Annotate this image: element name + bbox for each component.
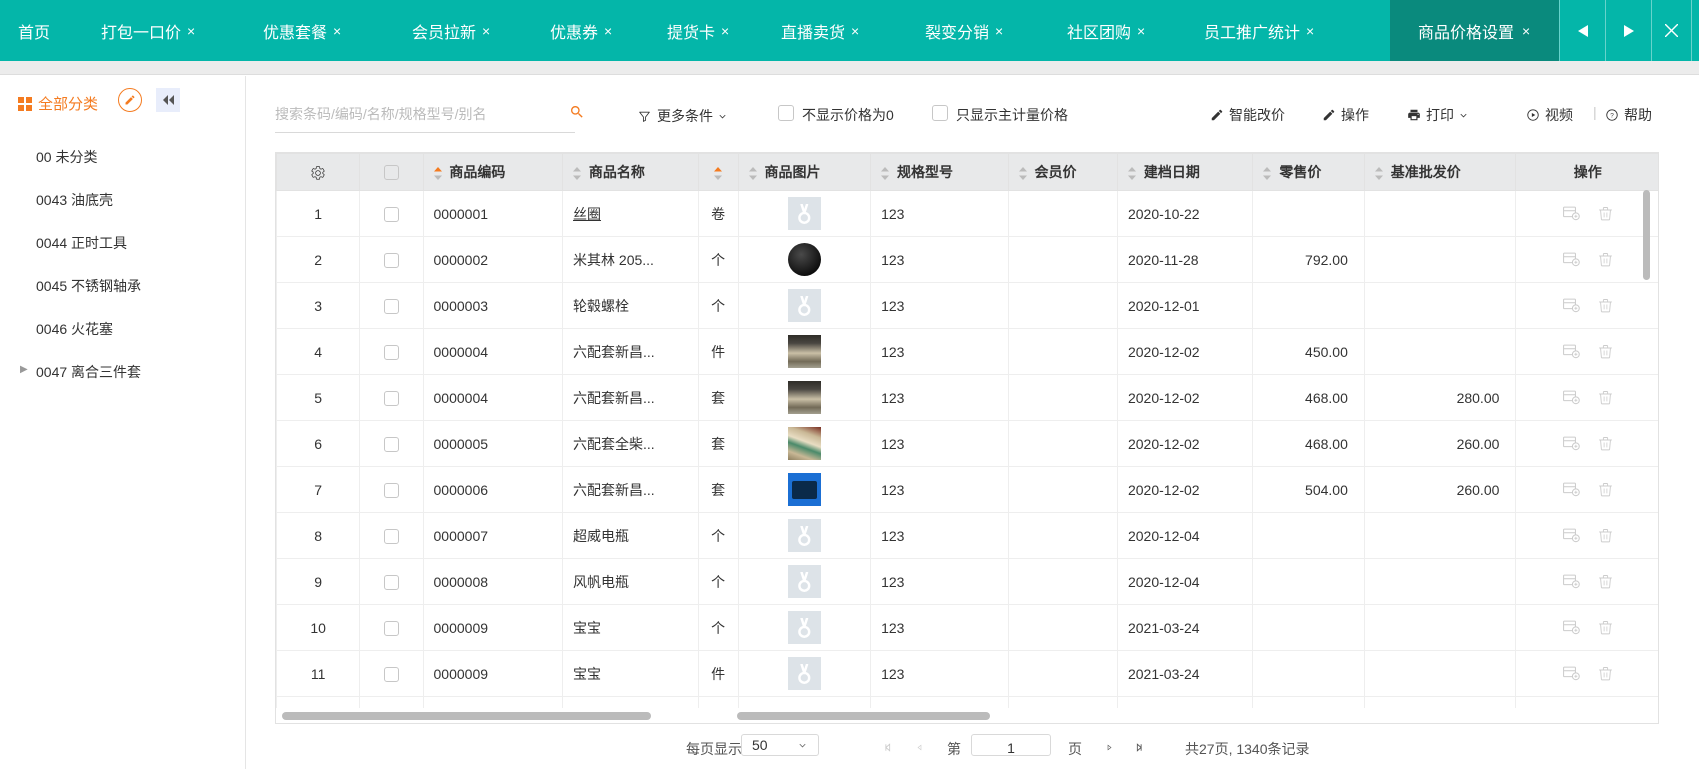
svg-text:?: ? xyxy=(1610,113,1614,120)
